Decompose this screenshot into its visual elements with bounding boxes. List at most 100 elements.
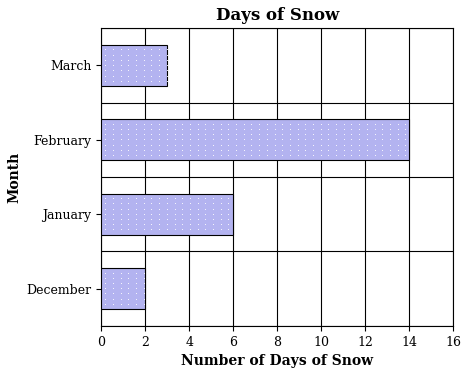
Point [171, 200, 178, 206]
Point [102, 131, 109, 137]
Title: Days of Snow: Days of Snow [216, 7, 339, 24]
Point [124, 52, 132, 58]
Point [317, 121, 324, 127]
Point [263, 131, 271, 137]
Point [317, 152, 324, 158]
Point [117, 301, 124, 307]
Point [148, 72, 155, 78]
Point [394, 126, 402, 132]
Point [117, 211, 124, 217]
Point [232, 142, 240, 148]
Point [240, 142, 248, 148]
Point [286, 121, 294, 127]
Point [294, 147, 301, 153]
Point [117, 226, 124, 232]
Point [186, 142, 194, 148]
Point [109, 147, 117, 153]
Point [194, 142, 201, 148]
Point [263, 147, 271, 153]
Point [317, 136, 324, 142]
Point [155, 195, 163, 201]
Point [402, 131, 409, 137]
Point [102, 126, 109, 132]
Point [271, 136, 278, 142]
Point [117, 121, 124, 127]
Point [124, 57, 132, 63]
Point [256, 142, 263, 148]
Point [117, 78, 124, 84]
Point [202, 221, 209, 227]
Point [132, 57, 140, 63]
Point [178, 131, 186, 137]
Point [148, 152, 155, 158]
Point [309, 131, 317, 137]
Point [402, 142, 409, 148]
Point [109, 216, 117, 222]
Point [155, 57, 163, 63]
Point [301, 126, 309, 132]
Point [109, 121, 117, 127]
Point [209, 216, 217, 222]
Point [109, 290, 117, 296]
Point [163, 195, 171, 201]
Point [102, 211, 109, 217]
Point [140, 206, 147, 212]
Point [124, 290, 132, 296]
Point [379, 147, 386, 153]
Point [132, 62, 140, 68]
Point [163, 221, 171, 227]
Point [194, 216, 201, 222]
Point [186, 216, 194, 222]
Point [102, 275, 109, 281]
Point [171, 211, 178, 217]
Point [194, 195, 201, 201]
Point [317, 131, 324, 137]
Point [356, 136, 363, 142]
Point [109, 62, 117, 68]
Point [178, 152, 186, 158]
Point [163, 126, 171, 132]
Point [294, 136, 301, 142]
Point [363, 136, 371, 142]
Point [209, 226, 217, 232]
Point [124, 285, 132, 291]
Point [232, 126, 240, 132]
Point [363, 142, 371, 148]
Point [332, 126, 340, 132]
Point [348, 126, 355, 132]
Point [232, 121, 240, 127]
Point [363, 121, 371, 127]
Point [148, 57, 155, 63]
Point [186, 152, 194, 158]
Point [155, 206, 163, 212]
Point [132, 152, 140, 158]
Point [186, 226, 194, 232]
Point [117, 126, 124, 132]
Point [163, 78, 171, 84]
Point [178, 226, 186, 232]
Point [148, 62, 155, 68]
Point [102, 226, 109, 232]
Point [124, 270, 132, 276]
Point [102, 46, 109, 53]
Point [163, 62, 171, 68]
Point [178, 147, 186, 153]
Point [217, 142, 225, 148]
Point [209, 142, 217, 148]
Point [109, 195, 117, 201]
Point [202, 200, 209, 206]
Point [132, 216, 140, 222]
Point [124, 78, 132, 84]
Point [124, 206, 132, 212]
Point [317, 126, 324, 132]
Point [309, 142, 317, 148]
Point [117, 136, 124, 142]
Point [209, 221, 217, 227]
Point [240, 147, 248, 153]
Point [186, 126, 194, 132]
Point [109, 226, 117, 232]
Point [148, 142, 155, 148]
Point [217, 200, 225, 206]
Point [217, 221, 225, 227]
Point [386, 152, 394, 158]
